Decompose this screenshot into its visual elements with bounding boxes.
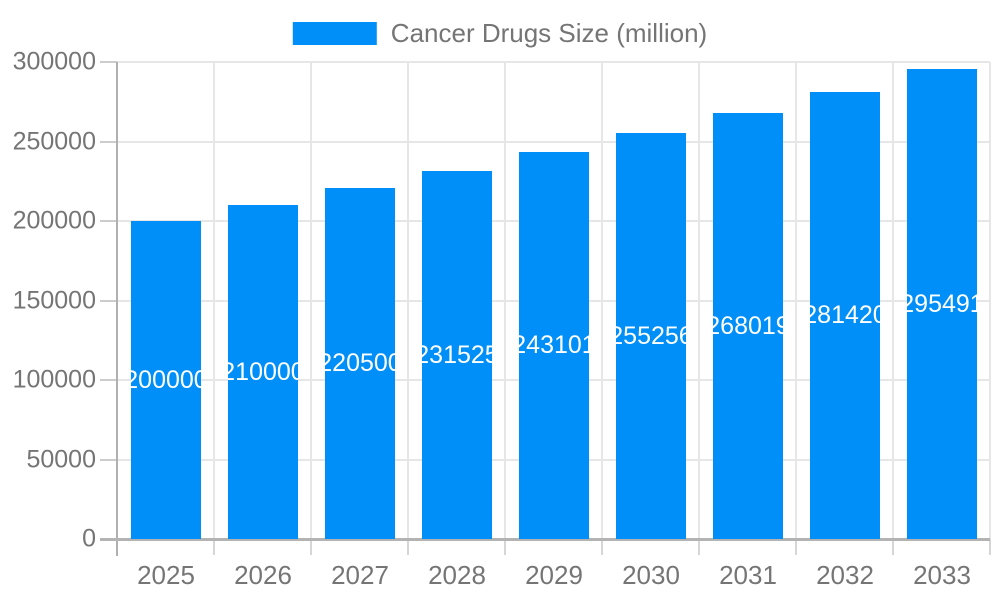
y-axis-line — [116, 62, 118, 556]
h-gridline — [117, 61, 990, 63]
x-axis-category-label: 2031 — [719, 560, 777, 590]
v-gridline — [310, 62, 312, 539]
bar-value-label: 281420 — [810, 301, 880, 329]
x-axis-tick — [504, 539, 506, 555]
bar[interactable]: 255256 — [616, 133, 686, 539]
v-gridline — [504, 62, 506, 539]
x-axis-category-label: 2032 — [816, 560, 874, 590]
y-axis-tick — [100, 459, 117, 461]
bar-value-label: 220500 — [325, 349, 395, 377]
x-axis-tick — [795, 539, 797, 555]
x-axis-tick — [989, 539, 991, 555]
y-axis-tick-label: 50000 — [26, 445, 96, 474]
legend[interactable]: Cancer Drugs Size (million) — [292, 18, 708, 48]
y-axis-tick — [100, 141, 117, 143]
x-axis-category-label: 2027 — [331, 560, 389, 590]
v-gridline — [601, 62, 603, 539]
y-axis-tick-label: 300000 — [12, 47, 96, 76]
bar[interactable]: 268019 — [713, 113, 783, 539]
y-axis-tick — [100, 300, 117, 302]
y-axis-tick — [100, 61, 117, 63]
x-axis-tick — [310, 539, 312, 555]
x-axis-category-label: 2033 — [913, 560, 971, 590]
bar-value-label: 295491 — [907, 289, 977, 318]
bar-value-label: 210000 — [228, 357, 298, 386]
bar-value-label: 268019 — [713, 311, 783, 340]
bar[interactable]: 200000 — [131, 221, 201, 539]
x-axis-category-label: 2030 — [622, 560, 680, 590]
bar-value-label: 243101 — [519, 331, 589, 359]
v-gridline — [213, 62, 215, 539]
x-axis-tick — [213, 539, 215, 555]
x-axis-line — [100, 538, 990, 541]
x-axis-tick — [601, 539, 603, 555]
bar[interactable]: 295491 — [907, 69, 977, 539]
v-gridline — [407, 62, 409, 539]
h-gridline — [117, 141, 990, 143]
legend-swatch — [292, 21, 377, 45]
bar[interactable]: 281420 — [810, 92, 880, 539]
x-axis-category-label: 2025 — [137, 560, 195, 590]
y-axis-tick — [100, 220, 117, 222]
v-gridline — [795, 62, 797, 539]
bar-value-label: 231525 — [422, 340, 492, 369]
bar[interactable]: 231525 — [422, 171, 492, 539]
x-axis-tick — [892, 539, 894, 555]
x-axis-category-label: 2029 — [525, 560, 583, 590]
y-axis-tick-label: 250000 — [12, 127, 96, 156]
y-axis-tick-label: 0 — [82, 524, 96, 553]
v-gridline — [989, 62, 991, 539]
v-gridline — [698, 62, 700, 539]
y-axis-tick-label: 200000 — [12, 206, 96, 235]
legend-label: Cancer Drugs Size (million) — [390, 18, 708, 48]
y-axis-tick-label: 150000 — [12, 286, 96, 315]
bar-value-label: 200000 — [131, 365, 201, 394]
y-axis-tick — [100, 379, 117, 381]
x-axis-tick — [407, 539, 409, 555]
bar[interactable]: 243101 — [519, 152, 589, 539]
v-gridline — [892, 62, 894, 539]
bar[interactable]: 220500 — [325, 188, 395, 539]
bar-value-label: 255256 — [616, 321, 686, 350]
x-axis-tick — [698, 539, 700, 555]
bar[interactable]: 210000 — [228, 205, 298, 539]
y-axis-tick-label: 100000 — [12, 365, 96, 394]
x-axis-category-label: 2026 — [234, 560, 292, 590]
x-axis-category-label: 2028 — [428, 560, 486, 590]
